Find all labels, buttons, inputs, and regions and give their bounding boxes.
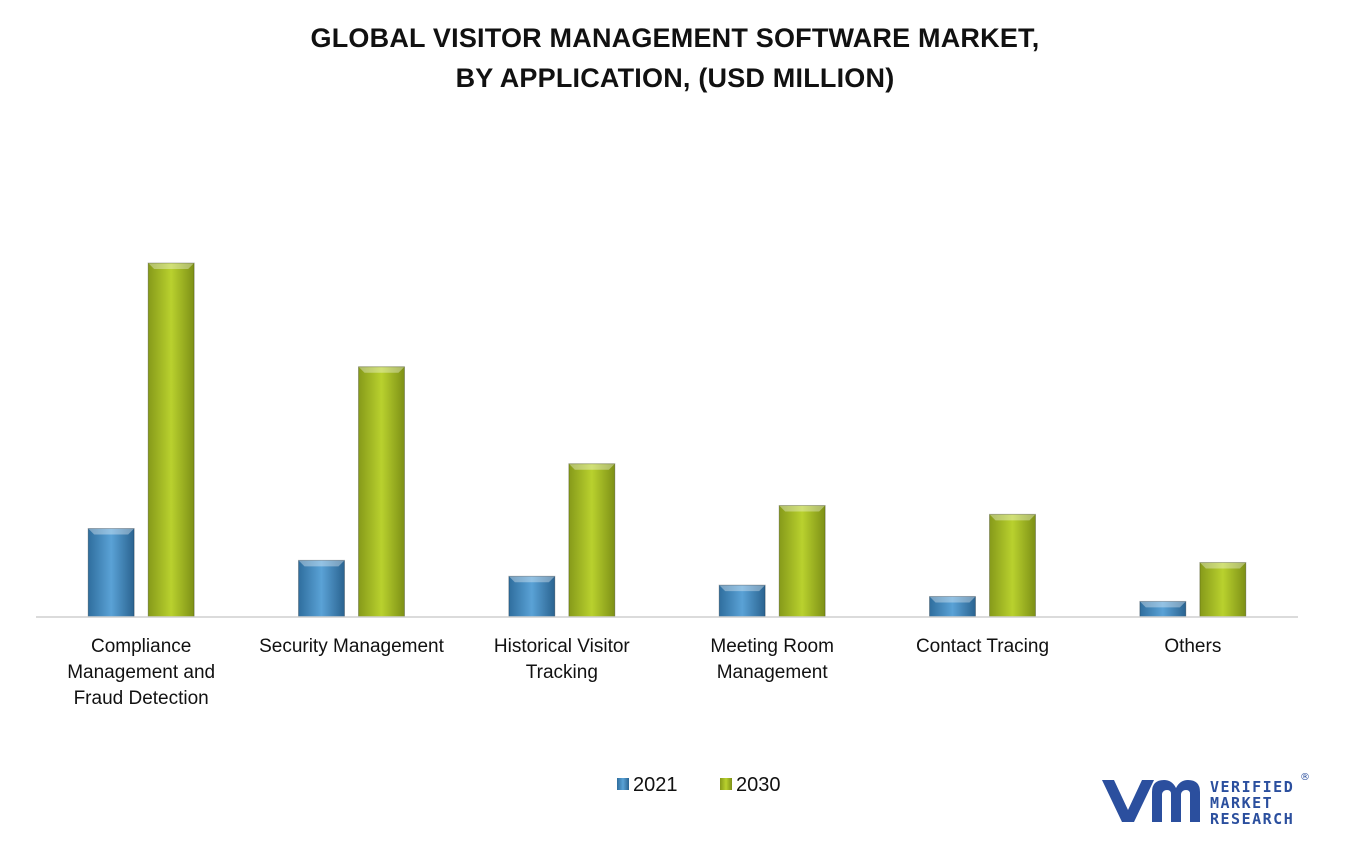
category-label-1: Security Management — [259, 636, 445, 657]
bar-bevel-top — [1199, 562, 1246, 569]
bar-bevel-top — [508, 576, 555, 583]
bar-2021-3 — [718, 584, 766, 618]
bar-2030-2 — [568, 463, 616, 618]
legend-item-2021: 2021 — [617, 774, 678, 796]
bars-layer — [87, 262, 1247, 618]
category-label-5: Others — [1164, 636, 1221, 657]
bar-2021-2 — [508, 575, 556, 618]
bar-body — [88, 528, 135, 617]
bar-bevel-top — [358, 366, 405, 373]
bar-2030-3 — [778, 504, 826, 618]
bar-bevel-top — [298, 560, 345, 567]
legend-label: 2021 — [633, 774, 678, 796]
bar-bevel-top — [779, 505, 826, 512]
category-label-4: Contact Tracing — [916, 636, 1049, 657]
logo-registered-mark: ® — [1300, 772, 1310, 783]
bar-body — [508, 576, 555, 617]
logo-text-verified: VERIFIED — [1210, 778, 1294, 796]
bar-2030-1 — [358, 366, 405, 618]
legend-item-2030: 2030 — [720, 774, 781, 796]
legend-swatch — [720, 778, 732, 790]
bar-2021-5 — [1139, 600, 1187, 618]
category-label-3: Meeting Room Management — [710, 636, 834, 683]
category-label-0: Compliance Management and Fraud Detection — [67, 636, 215, 709]
bar-2030-0 — [147, 262, 195, 618]
bar-bevel-top — [719, 585, 766, 592]
vm-logo-icon — [1102, 780, 1200, 822]
bar-body — [298, 560, 345, 617]
bar-2021-1 — [298, 559, 345, 618]
bar-body — [358, 366, 405, 617]
chart-title-line-2: BY APPLICATION, (USD MILLION) — [455, 63, 895, 93]
bar-2021-0 — [87, 528, 135, 618]
legend-swatch — [617, 778, 629, 790]
bar-bevel-top — [568, 463, 615, 470]
bar-bevel-top — [929, 596, 976, 603]
logo-text-market: MARKET — [1210, 794, 1273, 812]
logo-text-research: RESEARCH — [1210, 810, 1294, 828]
bar-bevel-top — [88, 528, 135, 535]
bar-2030-4 — [989, 513, 1036, 618]
bar-bevel-top — [148, 263, 195, 269]
bar-body — [989, 514, 1036, 617]
bar-body — [148, 263, 195, 617]
chart-title: GLOBAL VISITOR MANAGEMENT SOFTWARE MARKE… — [0, 18, 1350, 98]
bar-2030-5 — [1199, 561, 1247, 618]
bar-body — [779, 505, 826, 617]
bar-bevel-top — [989, 514, 1036, 521]
verified-market-research-logo: VERIFIED MARKET RESEARCH ® — [1102, 772, 1310, 828]
bar-body — [929, 596, 976, 617]
legend: 2021 2030 — [617, 774, 781, 796]
bar-bevel-top — [1139, 601, 1186, 608]
bar-body — [719, 585, 766, 617]
bar-body — [1139, 601, 1186, 617]
bar-2021-4 — [929, 595, 976, 618]
bar-body — [1199, 562, 1246, 617]
legend-label: 2030 — [736, 774, 781, 796]
chart-title-line-1: GLOBAL VISITOR MANAGEMENT SOFTWARE MARKE… — [310, 23, 1040, 53]
category-labels: Compliance Management and Fraud Detection S… — [67, 636, 1221, 709]
bar-body — [568, 463, 615, 617]
category-label-2: Historical Visitor Tracking — [494, 636, 631, 683]
